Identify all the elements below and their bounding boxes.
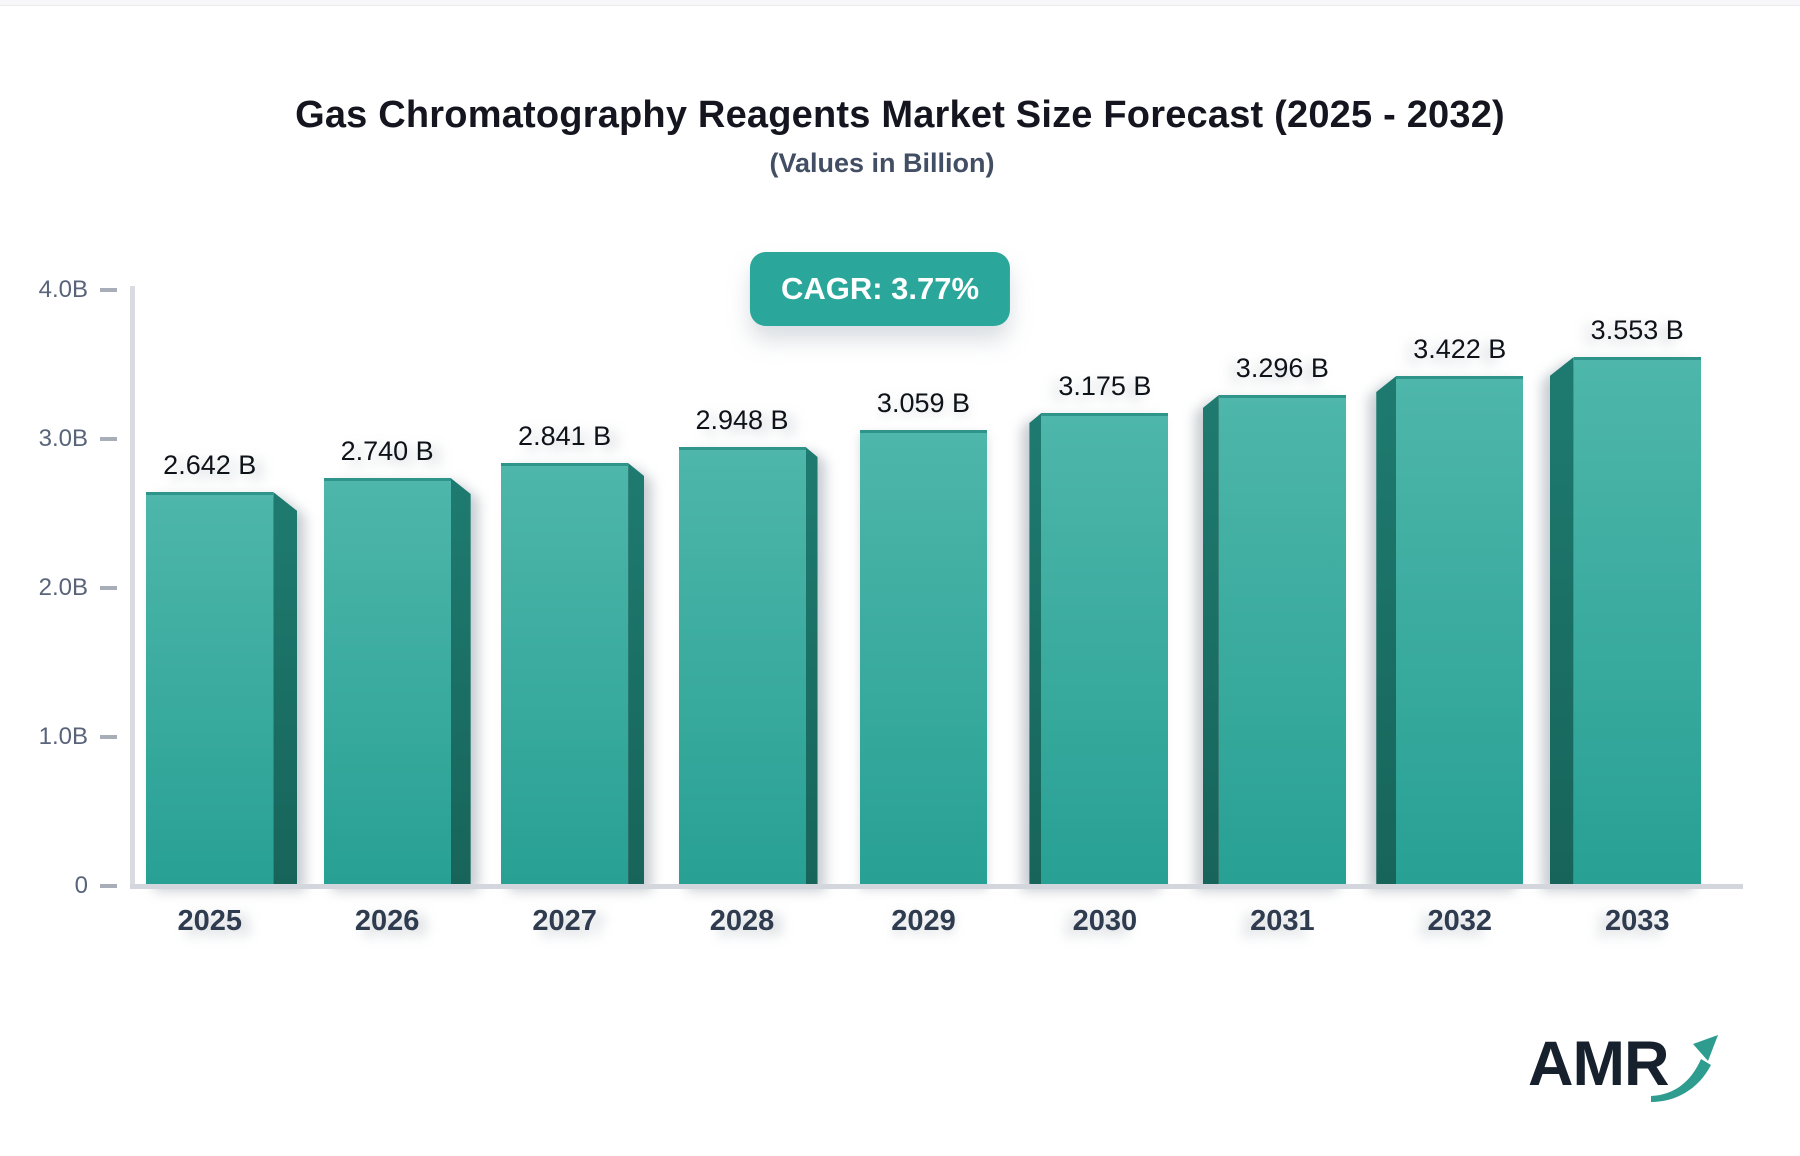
x-axis-label: 2033	[1604, 905, 1670, 937]
plot-area: 2.642 B 2025 2.740 B 2026 2.841 B 2027 2.948 B…	[39, 250, 1743, 937]
x-axis-label: 2032	[1427, 905, 1493, 937]
bar-group: 2.841 B 2027	[501, 421, 645, 937]
bar-front-face	[1041, 413, 1169, 886]
y-tick-dash	[100, 884, 117, 888]
y-tick-dash	[100, 586, 117, 590]
y-tick-label: 2.0B	[38, 574, 88, 601]
bar-side-face	[805, 447, 818, 886]
y-tick-label: 3.0B	[38, 425, 88, 452]
y-tick-label: 1.0B	[38, 723, 88, 750]
cagr-badge: CAGR: 3.77%	[749, 252, 1011, 326]
bar-slot: 2.740 B 2026	[309, 250, 484, 937]
bar-front-face	[1573, 357, 1701, 886]
y-tick-dash	[100, 735, 117, 739]
bar-side-face	[1549, 357, 1574, 886]
x-axis-label: 2025	[177, 905, 242, 937]
bar-value-label: 3.059 B	[876, 388, 970, 418]
chart-title: Gas Chromatography Reagents Market Size …	[295, 94, 1505, 136]
bar-front-face	[859, 430, 987, 886]
bar-side-face	[628, 463, 645, 886]
bar-value-label: 3.296 B	[1235, 353, 1329, 383]
bar-value-label: 3.175 B	[1058, 371, 1152, 401]
amr-logo: AMR	[1528, 1028, 1768, 1123]
bar-series: 2.642 B 2025 2.740 B 2026 2.841 B 2027 2.948 B…	[134, 250, 1713, 937]
bar-slot: 3.059 B 2029	[836, 250, 1011, 937]
bar-side-face	[273, 492, 298, 886]
bar-group: 2.740 B 2026	[323, 436, 471, 937]
x-axis-label: 2027	[532, 905, 597, 937]
bar-value-label: 2.841 B	[518, 421, 612, 451]
y-tick-dash	[100, 437, 117, 441]
bar-slot: 3.296 B 2031	[1187, 250, 1362, 937]
bar-group: 3.175 B 2030	[1029, 371, 1169, 937]
bar-side-face	[1029, 413, 1042, 886]
x-axis-label: 2028	[709, 905, 775, 937]
bar-side-face	[1376, 376, 1397, 886]
bar-front-face	[678, 447, 806, 886]
bar-value-label: 2.948 B	[695, 405, 789, 435]
bar-front-face	[323, 478, 451, 886]
bar-group: 3.553 B 2033	[1549, 315, 1701, 937]
bar-slot: 2.841 B 2027	[485, 250, 660, 937]
x-axis-label: 2029	[891, 905, 956, 937]
y-tick-label: 4.0B	[38, 276, 88, 303]
window-top-edge	[0, 0, 1800, 6]
bar-front-face	[1218, 395, 1346, 886]
y-axis-line	[130, 286, 135, 888]
bar-slot: 2.642 B 2025	[134, 250, 309, 937]
bar-group: 2.642 B 2025	[146, 450, 298, 937]
bar-front-face	[501, 463, 629, 886]
bar-slot: 2.948 B 2028	[660, 250, 835, 937]
bar-group: 2.948 B 2028	[678, 405, 818, 937]
x-axis-line	[130, 884, 1743, 889]
bar-side-face	[1202, 395, 1219, 886]
bar-group: 3.422 B 2032	[1376, 334, 1524, 937]
chart-subtitle: (Values in Billion)	[769, 148, 995, 178]
bar-group: 3.059 B 2029	[859, 388, 987, 937]
bar-slot: 3.422 B 2032	[1362, 250, 1537, 937]
x-axis-label: 2026	[354, 905, 420, 937]
bar-slot: 3.175 B 2030	[1011, 250, 1186, 937]
bar-value-label: 2.740 B	[340, 436, 434, 466]
logo-text: AMR	[1528, 1029, 1669, 1099]
bar-side-face	[450, 478, 471, 886]
growth-arrow-icon	[1651, 1035, 1718, 1102]
y-tick-dash	[100, 288, 117, 292]
bar-value-label: 2.642 B	[163, 450, 257, 480]
bar-front-face	[146, 492, 274, 886]
bar-value-label: 3.422 B	[1413, 334, 1507, 364]
x-axis-label: 2031	[1250, 905, 1315, 937]
bar-value-label: 3.553 B	[1590, 315, 1684, 345]
bar-front-face	[1396, 376, 1524, 886]
x-axis-label: 2030	[1072, 905, 1138, 937]
y-tick-label: 0	[74, 872, 88, 899]
bar-group: 3.296 B 2031	[1202, 353, 1346, 937]
bar-slot: 3.553 B 2033	[1538, 250, 1713, 937]
